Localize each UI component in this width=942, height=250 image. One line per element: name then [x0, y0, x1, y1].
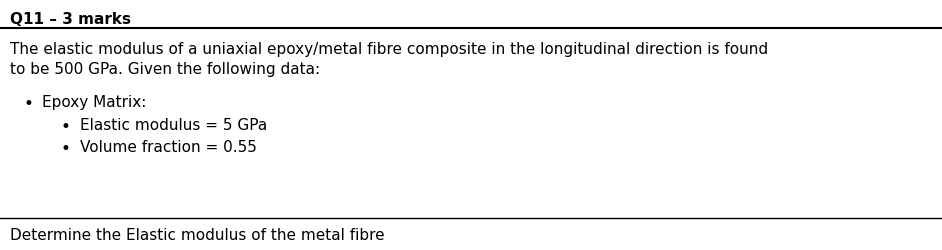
- Text: Volume fraction = 0.55: Volume fraction = 0.55: [80, 140, 257, 155]
- Text: •: •: [60, 118, 70, 136]
- Text: •: •: [60, 140, 70, 158]
- Text: Determine the Elastic modulus of the metal fibre: Determine the Elastic modulus of the met…: [10, 228, 384, 243]
- Text: Elastic modulus = 5 GPa: Elastic modulus = 5 GPa: [80, 118, 268, 133]
- Text: Epoxy Matrix:: Epoxy Matrix:: [42, 95, 146, 110]
- Text: •: •: [23, 95, 33, 113]
- Text: Q11 – 3 marks: Q11 – 3 marks: [10, 12, 131, 27]
- Text: The elastic modulus of a uniaxial epoxy/metal fibre composite in the longitudina: The elastic modulus of a uniaxial epoxy/…: [10, 42, 768, 57]
- Text: to be 500 GPa. Given the following data:: to be 500 GPa. Given the following data:: [10, 62, 320, 77]
